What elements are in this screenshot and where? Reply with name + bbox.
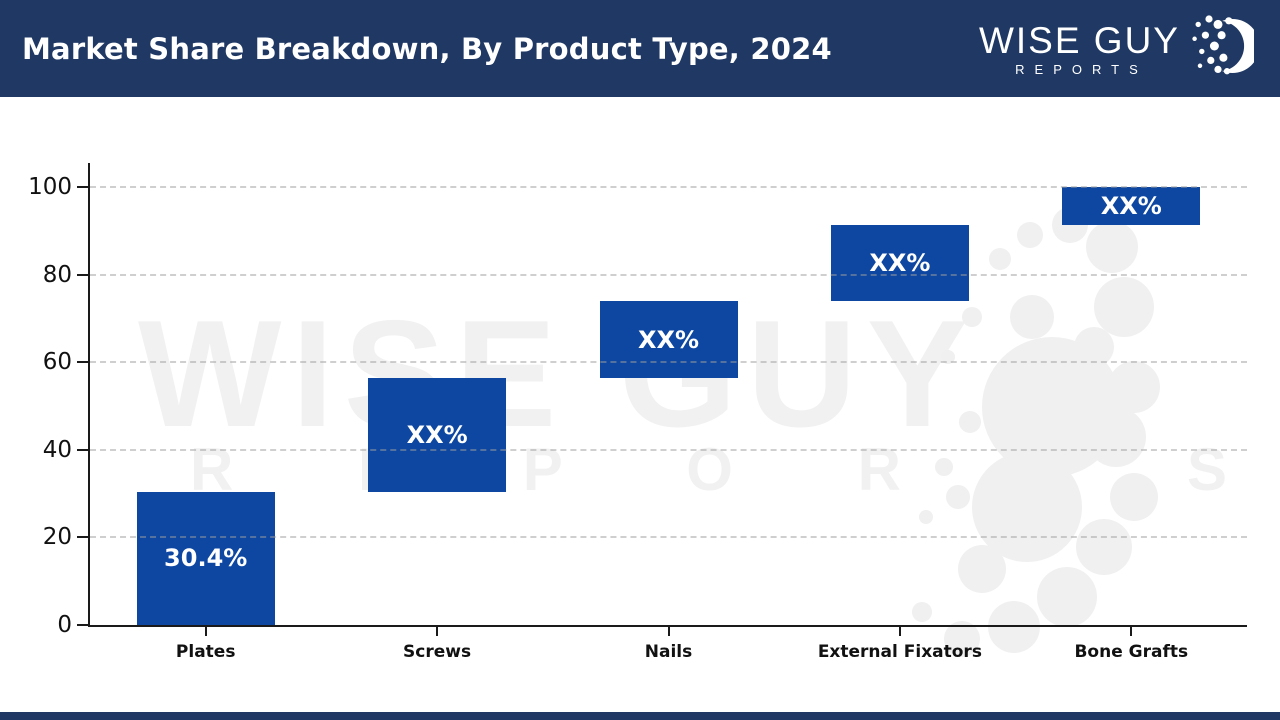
bar-value-label: XX% xyxy=(406,420,468,449)
gridline-40 xyxy=(90,448,1247,451)
y-tick-label: 20 xyxy=(42,524,72,551)
chart-region: WISE GUY R E P O R T S 0 20 40 60 80 100 30.4%… xyxy=(0,97,1280,712)
bar-plates: 30.4% xyxy=(136,491,275,625)
y-tick-mark xyxy=(77,536,88,539)
bar-value-label: XX% xyxy=(869,249,931,278)
bar-screws: XX% xyxy=(368,378,507,492)
bar-nails: XX% xyxy=(599,301,738,379)
plot-area: 0 20 40 60 80 100 30.4% Plates XX% Screws XX% Nails… xyxy=(28,163,1247,662)
bar-bone-grafts: XX% xyxy=(1062,187,1201,226)
x-tick-label-screws: Screws xyxy=(403,642,472,662)
x-tick-mark xyxy=(436,627,439,636)
x-tick-mark xyxy=(898,627,901,636)
brand-logo-text: WISE GUY REPORTS xyxy=(979,22,1180,76)
y-tick-mark xyxy=(77,448,88,451)
head-profile-icon xyxy=(1182,7,1260,90)
x-tick-label-external-fixators: External Fixators xyxy=(817,642,982,662)
y-tick-mark xyxy=(77,624,88,626)
y-tick-label: 100 xyxy=(28,174,72,201)
bar-value-label: 30.4% xyxy=(164,544,248,573)
header-bar: Market Share Breakdown, By Product Type,… xyxy=(0,0,1280,97)
page-title: Market Share Breakdown, By Product Type,… xyxy=(22,31,832,66)
bar-value-label: XX% xyxy=(1100,192,1162,221)
x-tick-label-nails: Nails xyxy=(644,642,693,662)
gridline-60 xyxy=(90,361,1247,364)
y-tick-mark xyxy=(77,273,88,276)
brand-subname: REPORTS xyxy=(1015,61,1148,77)
y-tick-mark xyxy=(77,361,88,364)
footer-bar xyxy=(0,712,1280,720)
x-tick-mark xyxy=(667,627,670,636)
y-tick-label: 80 xyxy=(42,261,72,288)
y-tick-mark xyxy=(77,186,88,189)
y-tick-label: 0 xyxy=(57,612,72,638)
gridline-20 xyxy=(90,536,1247,539)
x-tick-mark xyxy=(204,627,207,636)
brand-logo: WISE GUY REPORTS xyxy=(979,7,1260,90)
gridline-100 xyxy=(90,186,1247,189)
x-tick-mark xyxy=(1130,627,1133,636)
y-tick-label: 40 xyxy=(42,436,72,463)
gridline-80 xyxy=(90,273,1247,276)
bar-value-label: XX% xyxy=(637,325,700,354)
x-tick-label-bone-grafts: Bone Grafts xyxy=(1074,642,1189,662)
bar-external-fixators: XX% xyxy=(830,225,969,302)
brand-name: WISE GUY xyxy=(978,19,1180,61)
y-tick-label: 60 xyxy=(42,349,72,376)
x-tick-label-plates: Plates xyxy=(175,642,236,662)
